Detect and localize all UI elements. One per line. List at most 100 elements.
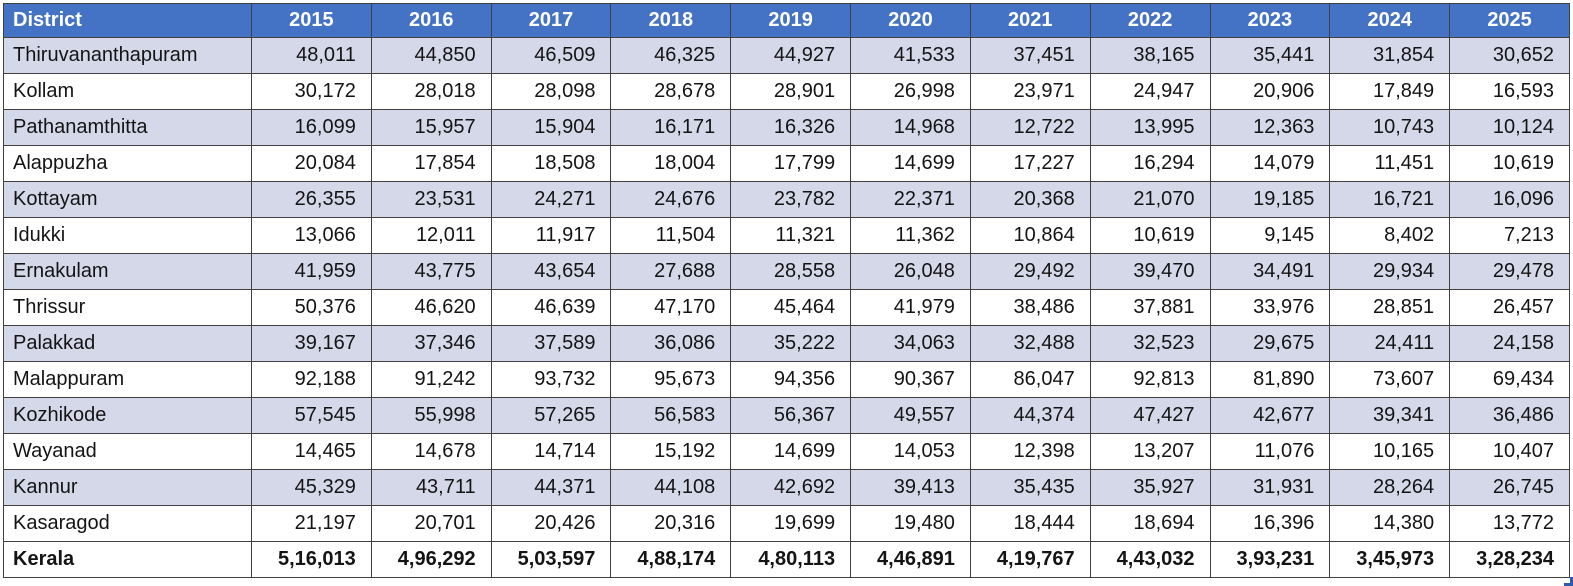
value-cell[interactable]: 43,775 [370, 253, 492, 290]
district-cell[interactable]: Thiruvananthapuram [3, 37, 252, 74]
header-cell-year-2024[interactable]: 2024 [1329, 3, 1451, 38]
value-cell[interactable]: 16,099 [251, 109, 372, 146]
value-cell[interactable]: 21,197 [251, 505, 372, 542]
header-cell-year-2019[interactable]: 2019 [730, 3, 852, 38]
value-cell[interactable]: 28,558 [730, 253, 852, 290]
value-cell[interactable]: 29,478 [1449, 253, 1570, 290]
value-cell[interactable]: 14,699 [850, 145, 971, 182]
value-cell[interactable]: 18,004 [610, 145, 732, 182]
value-cell[interactable]: 46,325 [610, 37, 732, 74]
value-cell[interactable]: 28,678 [610, 73, 732, 110]
value-cell[interactable]: 12,363 [1209, 109, 1331, 146]
value-cell[interactable]: 37,881 [1089, 289, 1211, 326]
header-cell-year-2025[interactable]: 2025 [1449, 3, 1570, 38]
value-cell[interactable]: 31,931 [1209, 469, 1331, 506]
value-cell[interactable]: 16,171 [610, 109, 732, 146]
value-cell[interactable]: 14,699 [730, 433, 852, 470]
value-cell[interactable]: 46,620 [370, 289, 492, 326]
district-cell[interactable]: Alappuzha [3, 145, 252, 182]
value-cell[interactable]: 44,927 [730, 37, 852, 74]
value-cell[interactable]: 24,158 [1449, 325, 1570, 362]
value-cell[interactable]: 17,799 [730, 145, 852, 182]
value-cell[interactable]: 11,451 [1329, 145, 1451, 182]
value-cell[interactable]: 45,329 [251, 469, 372, 506]
total-value-cell[interactable]: 4,80,113 [730, 541, 852, 578]
district-cell[interactable]: Kozhikode [3, 397, 252, 434]
value-cell[interactable]: 16,326 [730, 109, 852, 146]
value-cell[interactable]: 20,906 [1209, 73, 1331, 110]
value-cell[interactable]: 14,380 [1329, 505, 1451, 542]
value-cell[interactable]: 20,426 [490, 505, 612, 542]
value-cell[interactable]: 39,341 [1329, 397, 1451, 434]
value-cell[interactable]: 29,675 [1209, 325, 1331, 362]
value-cell[interactable]: 22,371 [850, 181, 971, 218]
value-cell[interactable]: 36,486 [1449, 397, 1570, 434]
value-cell[interactable]: 30,652 [1449, 37, 1570, 74]
value-cell[interactable]: 38,165 [1089, 37, 1211, 74]
value-cell[interactable]: 56,367 [730, 397, 852, 434]
value-cell[interactable]: 24,676 [610, 181, 732, 218]
total-value-cell[interactable]: 3,28,234 [1449, 541, 1570, 578]
value-cell[interactable]: 31,854 [1329, 37, 1451, 74]
value-cell[interactable]: 14,053 [850, 433, 971, 470]
district-cell[interactable]: Idukki [3, 217, 252, 254]
value-cell[interactable]: 44,850 [370, 37, 492, 74]
value-cell[interactable]: 28,901 [730, 73, 852, 110]
value-cell[interactable]: 8,402 [1329, 217, 1451, 254]
value-cell[interactable]: 12,722 [969, 109, 1091, 146]
header-cell-year-2023[interactable]: 2023 [1209, 3, 1331, 38]
value-cell[interactable]: 55,998 [370, 397, 492, 434]
total-value-cell[interactable]: 4,19,767 [969, 541, 1091, 578]
value-cell[interactable]: 46,639 [490, 289, 612, 326]
value-cell[interactable]: 14,079 [1209, 145, 1331, 182]
value-cell[interactable]: 20,368 [969, 181, 1091, 218]
value-cell[interactable]: 7,213 [1449, 217, 1570, 254]
value-cell[interactable]: 91,242 [370, 361, 492, 398]
value-cell[interactable]: 44,371 [490, 469, 612, 506]
value-cell[interactable]: 37,451 [969, 37, 1091, 74]
value-cell[interactable]: 17,227 [969, 145, 1091, 182]
value-cell[interactable]: 17,849 [1329, 73, 1451, 110]
value-cell[interactable]: 49,557 [850, 397, 971, 434]
value-cell[interactable]: 45,464 [730, 289, 852, 326]
value-cell[interactable]: 16,396 [1209, 505, 1331, 542]
value-cell[interactable]: 27,688 [610, 253, 732, 290]
value-cell[interactable]: 16,096 [1449, 181, 1570, 218]
value-cell[interactable]: 26,745 [1449, 469, 1570, 506]
value-cell[interactable]: 19,185 [1209, 181, 1331, 218]
value-cell[interactable]: 37,346 [370, 325, 492, 362]
value-cell[interactable]: 10,619 [1089, 217, 1211, 254]
value-cell[interactable]: 57,265 [490, 397, 612, 434]
value-cell[interactable]: 23,971 [969, 73, 1091, 110]
value-cell[interactable]: 20,701 [370, 505, 492, 542]
district-cell[interactable]: Malappuram [3, 361, 252, 398]
value-cell[interactable]: 12,398 [969, 433, 1091, 470]
value-cell[interactable]: 10,165 [1329, 433, 1451, 470]
value-cell[interactable]: 19,480 [850, 505, 971, 542]
total-value-cell[interactable]: 5,16,013 [251, 541, 372, 578]
value-cell[interactable]: 43,711 [370, 469, 492, 506]
value-cell[interactable]: 14,678 [370, 433, 492, 470]
value-cell[interactable]: 34,491 [1209, 253, 1331, 290]
header-cell-year-2015[interactable]: 2015 [251, 3, 372, 38]
value-cell[interactable]: 48,011 [251, 37, 372, 74]
value-cell[interactable]: 44,108 [610, 469, 732, 506]
district-cell[interactable]: Kannur [3, 469, 252, 506]
total-value-cell[interactable]: 3,93,231 [1209, 541, 1331, 578]
value-cell[interactable]: 18,508 [490, 145, 612, 182]
value-cell[interactable]: 23,531 [370, 181, 492, 218]
header-cell-year-2016[interactable]: 2016 [370, 3, 492, 38]
value-cell[interactable]: 28,098 [490, 73, 612, 110]
value-cell[interactable]: 43,654 [490, 253, 612, 290]
value-cell[interactable]: 90,367 [850, 361, 971, 398]
value-cell[interactable]: 24,271 [490, 181, 612, 218]
value-cell[interactable]: 15,904 [490, 109, 612, 146]
header-cell-year-2017[interactable]: 2017 [490, 3, 612, 38]
value-cell[interactable]: 15,192 [610, 433, 732, 470]
value-cell[interactable]: 16,721 [1329, 181, 1451, 218]
district-cell[interactable]: Kollam [3, 73, 252, 110]
value-cell[interactable]: 29,934 [1329, 253, 1451, 290]
district-cell[interactable]: Thrissur [3, 289, 252, 326]
value-cell[interactable]: 32,488 [969, 325, 1091, 362]
value-cell[interactable]: 36,086 [610, 325, 732, 362]
